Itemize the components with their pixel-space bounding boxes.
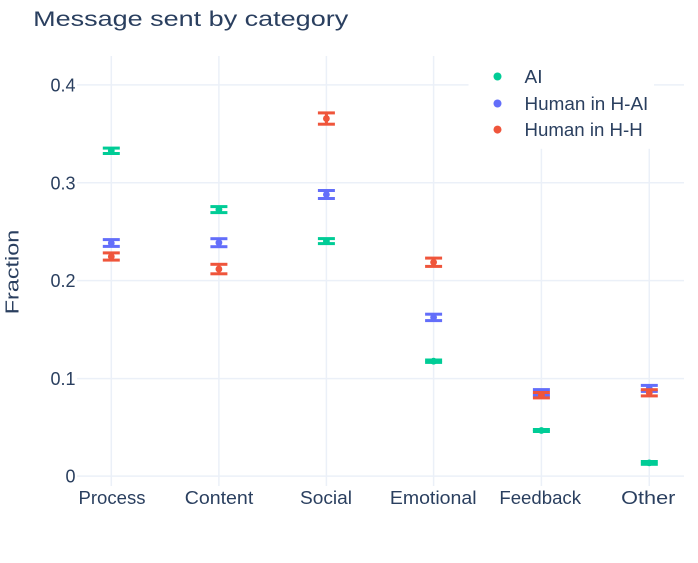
svg-text:Emotional: Emotional xyxy=(390,488,477,508)
svg-text:AI: AI xyxy=(525,67,543,87)
svg-text:Content: Content xyxy=(185,488,254,508)
svg-text:0.4: 0.4 xyxy=(50,76,75,96)
svg-text:Feedback: Feedback xyxy=(499,488,582,508)
svg-text:Social: Social xyxy=(300,488,352,508)
svg-text:0.2: 0.2 xyxy=(50,271,75,291)
svg-text:Other: Other xyxy=(621,488,675,508)
svg-text:0.3: 0.3 xyxy=(50,173,75,193)
svg-text:Human in H-AI: Human in H-AI xyxy=(525,94,649,114)
svg-text:Human in H-H: Human in H-H xyxy=(525,120,643,140)
svg-text:0: 0 xyxy=(65,467,75,487)
svg-text:Fraction: Fraction xyxy=(2,230,23,315)
svg-text:Message sent by category: Message sent by category xyxy=(33,7,348,31)
svg-text:Process: Process xyxy=(79,488,146,508)
svg-text:0.1: 0.1 xyxy=(50,369,75,389)
